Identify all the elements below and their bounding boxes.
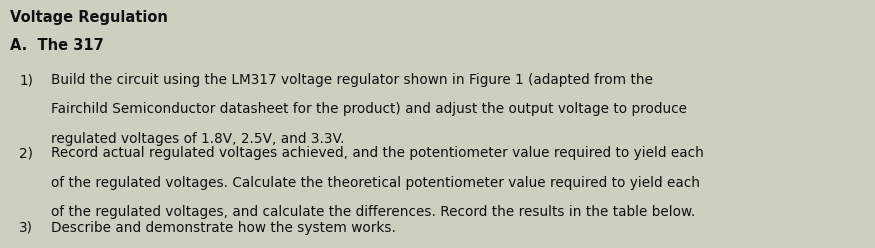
- Text: Voltage Regulation: Voltage Regulation: [10, 10, 168, 25]
- Text: Record actual regulated voltages achieved, and the potentiometer value required : Record actual regulated voltages achieve…: [51, 146, 704, 160]
- Text: A.  The 317: A. The 317: [10, 38, 104, 53]
- Text: 3): 3): [19, 221, 33, 235]
- Text: Describe and demonstrate how the system works.: Describe and demonstrate how the system …: [51, 221, 396, 235]
- Text: of the regulated voltages, and calculate the differences. Record the results in : of the regulated voltages, and calculate…: [51, 205, 695, 219]
- Text: regulated voltages of 1.8V, 2.5V, and 3.3V.: regulated voltages of 1.8V, 2.5V, and 3.…: [51, 132, 344, 146]
- Text: 2): 2): [19, 146, 33, 160]
- Text: Fairchild Semiconductor datasheet for the product) and adjust the output voltage: Fairchild Semiconductor datasheet for th…: [51, 102, 687, 116]
- Text: of the regulated voltages. Calculate the theoretical potentiometer value require: of the regulated voltages. Calculate the…: [51, 176, 700, 189]
- Text: 1): 1): [19, 73, 33, 87]
- Text: Build the circuit using the LM317 voltage regulator shown in Figure 1 (adapted f: Build the circuit using the LM317 voltag…: [51, 73, 653, 87]
